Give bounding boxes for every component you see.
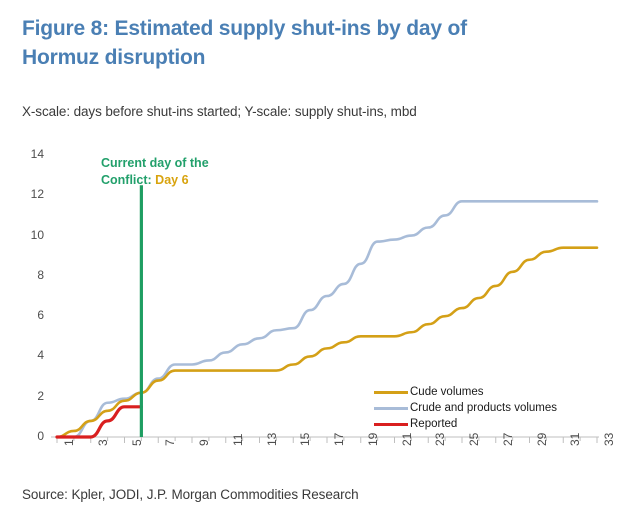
page-title: Figure 8: Estimated supply shut-ins by d… <box>22 17 467 69</box>
y-axis-tick-label: 14 <box>30 147 44 161</box>
figure-subtitle: X-scale: days before shut-ins started; Y… <box>22 104 417 119</box>
legend-item: Reported <box>374 416 557 432</box>
x-axis-tick-label: 13 <box>264 432 279 446</box>
y-axis-tick-label: 4 <box>37 348 44 363</box>
y-axis-tick-label: 10 <box>30 227 44 242</box>
x-axis-tick-label: 7 <box>163 439 178 446</box>
legend-item: Crude and products volumes <box>374 400 557 416</box>
x-axis-tick-label: 23 <box>433 432 448 446</box>
source-note: Source: Kpler, JODI, J.P. Morgan Commodi… <box>22 487 359 502</box>
x-axis-tick-label: 9 <box>197 439 211 446</box>
current-day-annotation: Current day of the Conflict: Day 6 <box>101 155 209 189</box>
legend-label: Crude and products volumes <box>410 402 558 414</box>
annotation-line-1: Current day of the <box>101 156 209 170</box>
x-axis-tick-label: 5 <box>129 439 144 446</box>
y-axis-tick-label: 6 <box>37 308 44 323</box>
legend-item: Cude volumes <box>374 384 557 400</box>
x-axis-tick-label: 29 <box>534 432 549 446</box>
legend-color-swatch <box>374 406 408 410</box>
x-axis-tick-label: 3 <box>95 439 110 446</box>
legend-color-swatch <box>374 390 408 394</box>
legend-label: Reported <box>410 418 458 430</box>
annotation-day-value: Day 6 <box>155 173 189 187</box>
x-axis-tick-label: 27 <box>500 432 515 446</box>
x-axis-tick-label: 15 <box>298 432 313 446</box>
series-line <box>55 246 599 439</box>
y-axis-tick-label: 0 <box>37 429 44 443</box>
y-axis-tick-label: 12 <box>30 187 44 202</box>
x-axis-tick-label: 19 <box>365 432 380 446</box>
series-line <box>55 405 143 439</box>
legend-label: Cude volumes <box>410 386 484 398</box>
x-axis-tick-label: 33 <box>602 432 616 446</box>
x-axis-tick-label: 17 <box>332 432 346 446</box>
chart-legend: Cude volumes Crude and products volumes Re… <box>374 384 557 432</box>
x-axis-tick-label: 31 <box>568 432 583 446</box>
annotation-line-2: Conflict: Day 6 <box>101 172 209 189</box>
annotation-prefix: Conflict: <box>101 173 156 187</box>
x-axis-tick-label: 21 <box>399 432 414 446</box>
y-axis-tick-label: 2 <box>37 388 44 403</box>
x-axis-tick-label: 1 <box>62 439 76 446</box>
x-axis-tick-label: 11 <box>230 433 245 446</box>
x-axis-tick-label: 25 <box>467 432 481 446</box>
y-axis-tick-label: 8 <box>37 267 44 282</box>
legend-color-swatch <box>374 422 408 426</box>
